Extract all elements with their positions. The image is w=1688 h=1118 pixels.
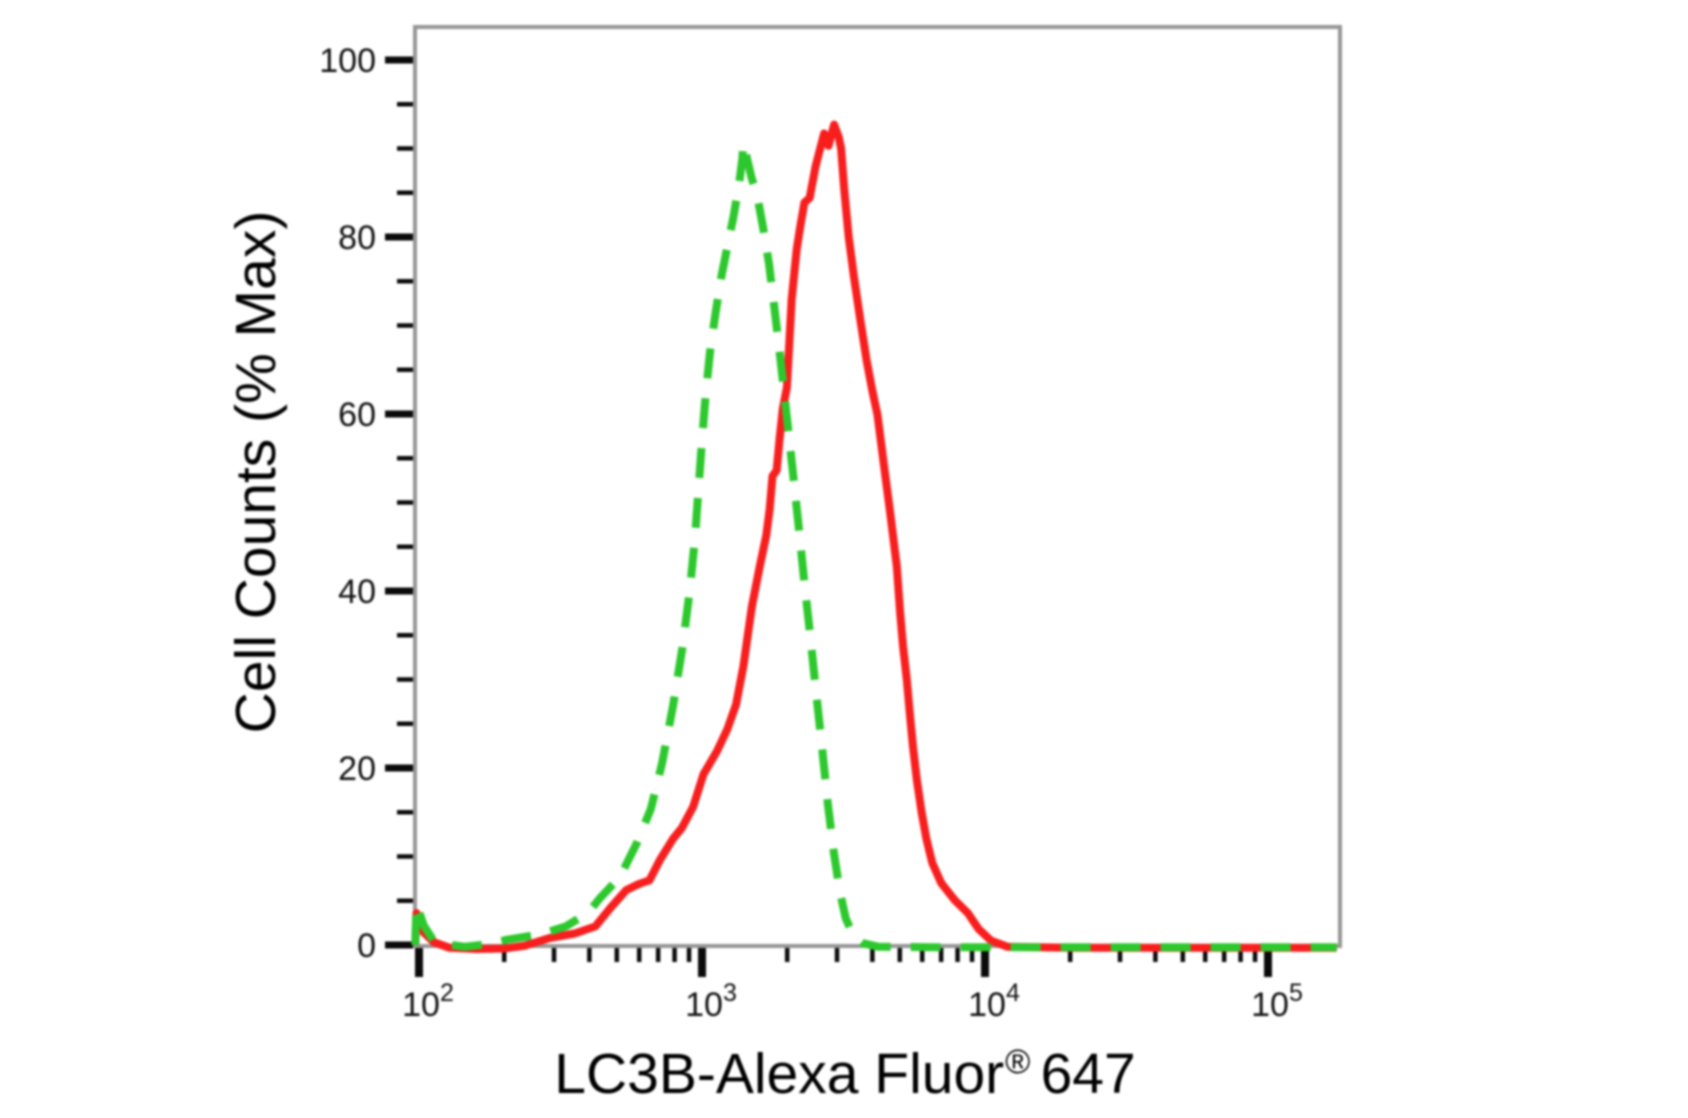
series-green-dashed-curve (411, 139, 1337, 952)
y-tick-label: 60 (338, 396, 376, 434)
x-tick-label: 105 (1251, 979, 1303, 1024)
registered-trademark-icon: ® (1005, 1043, 1031, 1081)
y-tick-label: 100 (319, 42, 376, 80)
x-tick-label: 104 (968, 979, 1020, 1024)
y-tick-label: 20 (338, 750, 376, 788)
x-axis-title: LC3B-Alexa Fluor® 647 (554, 1041, 1135, 1107)
x-axis-title-main: LC3B-Alexa Fluor (554, 1042, 1005, 1106)
x-tick-label: 102 (402, 979, 454, 1024)
plot-frame (413, 25, 1342, 948)
x-axis-title-number: 647 (1040, 1042, 1136, 1106)
y-tick-label: 0 (357, 927, 376, 965)
x-tick-label: 103 (685, 979, 737, 1024)
y-tick-label: 40 (338, 573, 376, 611)
series-red-solid-curve (411, 120, 1337, 953)
y-tick-label: 80 (338, 219, 376, 257)
